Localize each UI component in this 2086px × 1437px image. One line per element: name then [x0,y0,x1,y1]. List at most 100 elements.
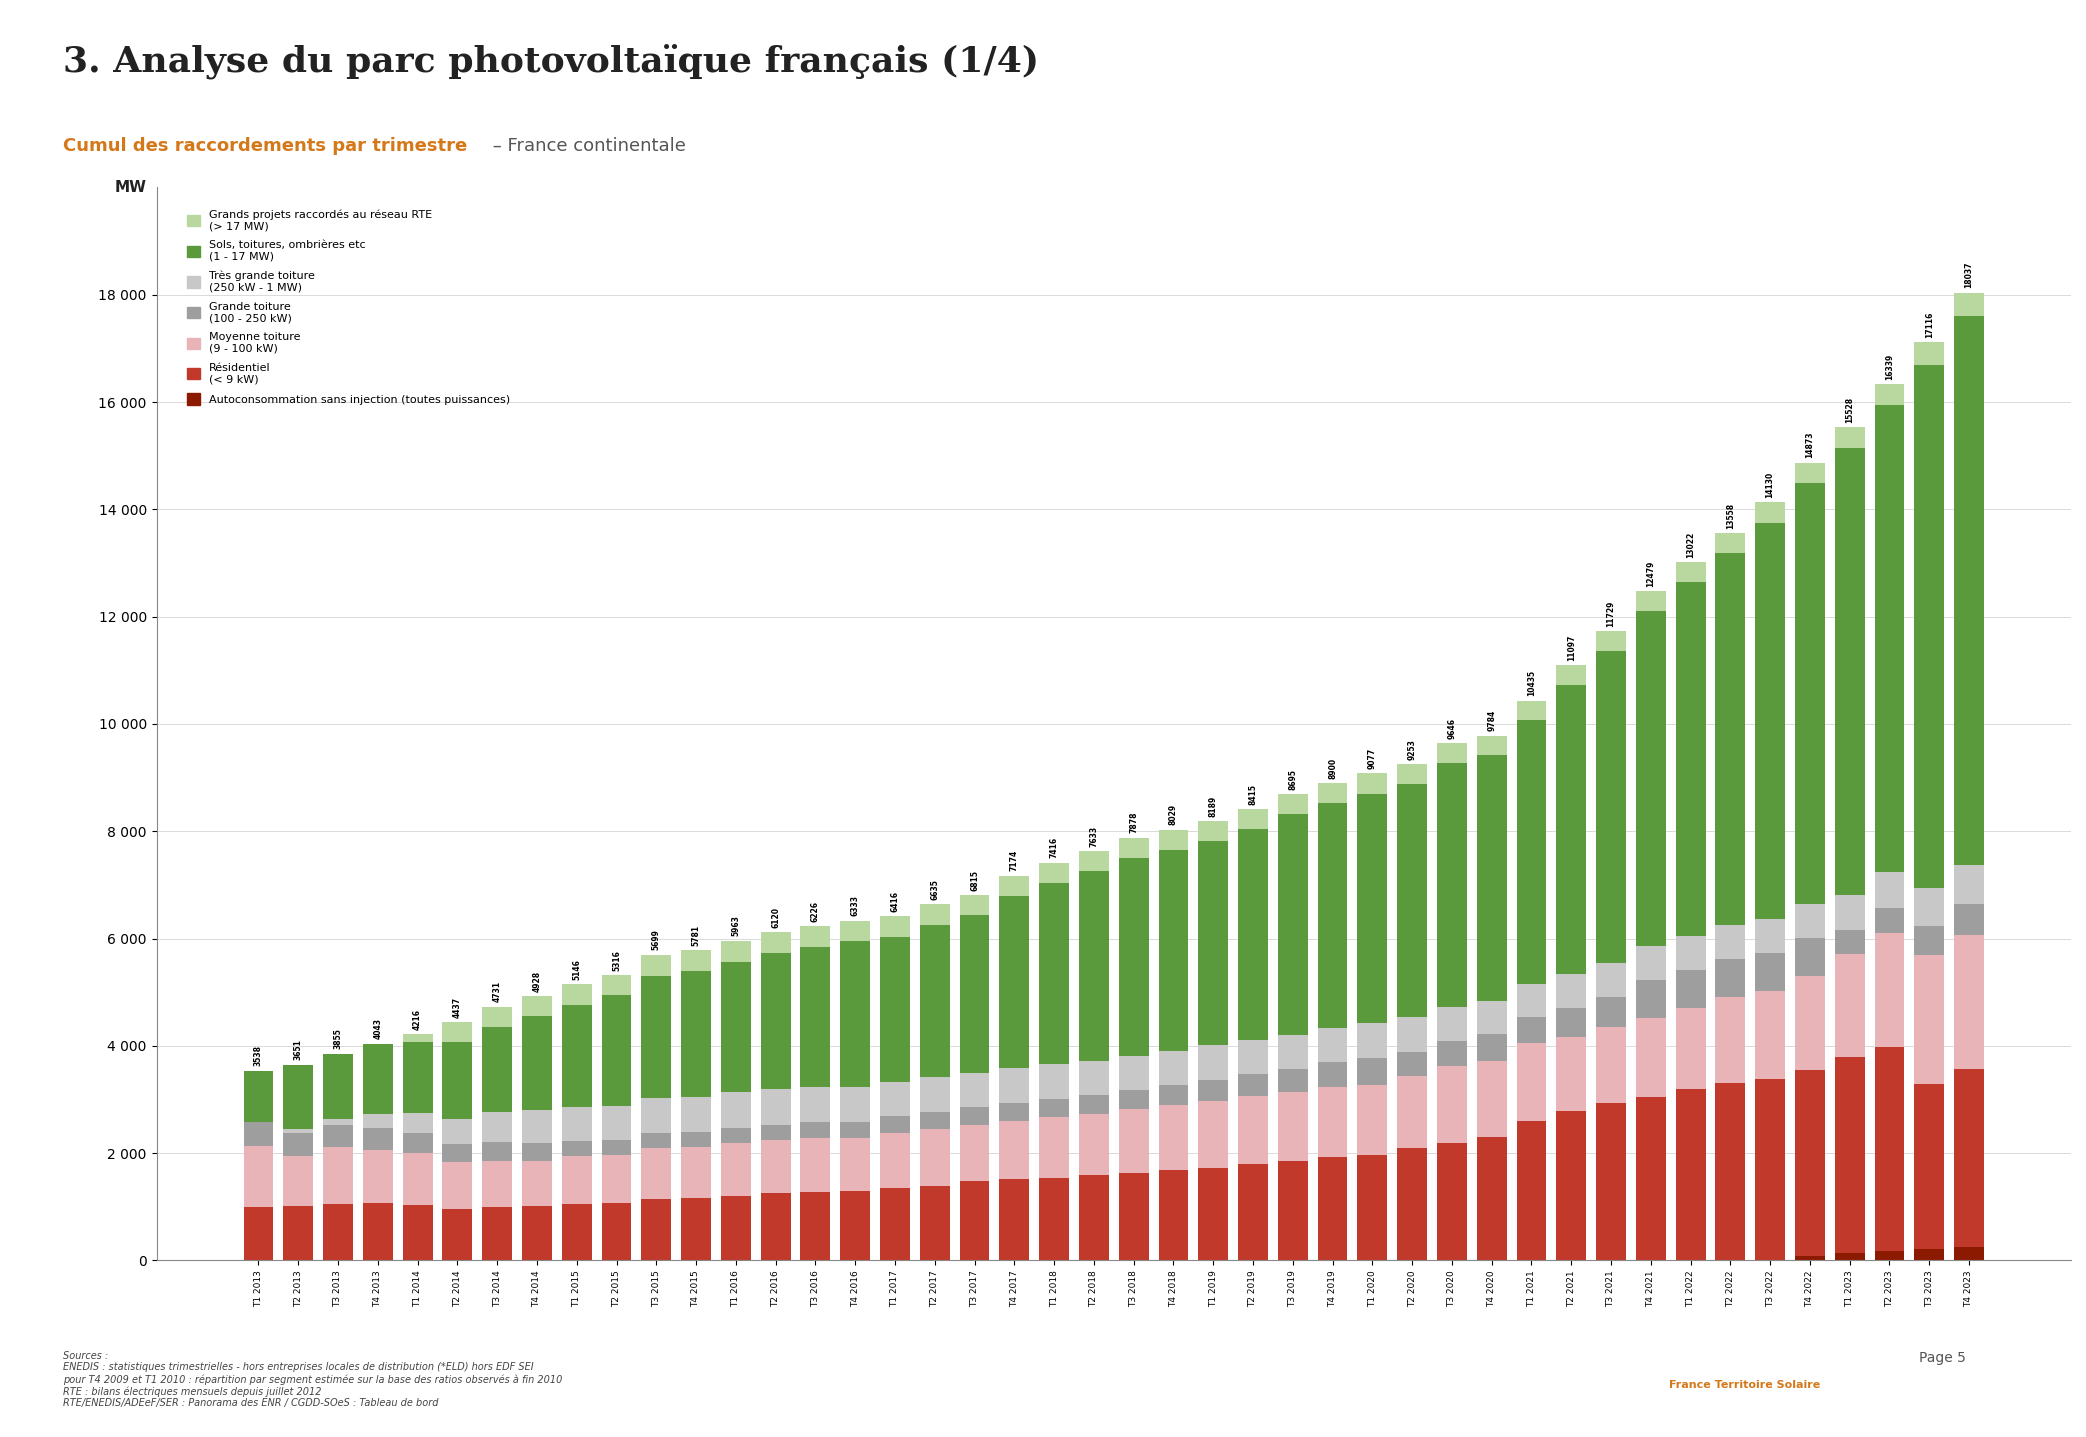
Text: 8900: 8900 [1329,757,1337,779]
Bar [1039,1065,1068,1099]
Bar [640,1098,672,1134]
Bar [640,1148,672,1200]
Text: 7416: 7416 [1049,838,1058,858]
Bar [601,1106,632,1140]
Bar [1039,1177,1068,1260]
Bar [1955,1247,1984,1260]
Bar [1796,483,1825,904]
Bar [1477,1035,1506,1061]
Bar [1477,1061,1506,1137]
Legend: Grands projets raccordés au réseau RTE
(> 17 MW), Sols, toitures, ombrières etc
: Grands projets raccordés au réseau RTE (… [181,204,515,410]
Bar [1955,904,1984,935]
Bar [323,1125,353,1147]
Bar [244,1071,273,1122]
Bar [1796,1256,1825,1260]
Bar [761,1194,791,1260]
Bar [1754,523,1786,918]
Text: 14130: 14130 [1765,471,1775,499]
Bar [801,947,830,1088]
Bar [880,937,909,1082]
Bar [1039,1117,1068,1177]
Bar [1836,895,1865,930]
Bar [1279,795,1308,815]
Text: 3. Analyse du parc photovoltaïque français (1/4): 3. Analyse du parc photovoltaïque frança… [63,43,1039,79]
Text: 17116: 17116 [1925,312,1934,338]
Bar [999,1102,1028,1121]
Bar [841,1088,870,1122]
Bar [1118,838,1149,858]
Bar [1875,384,1905,405]
Bar [482,1112,511,1142]
Text: France Territoire Solaire: France Territoire Solaire [1669,1380,1821,1390]
Bar [999,1068,1028,1102]
Bar [1279,1092,1308,1161]
Bar [1635,947,1667,980]
Bar [284,1065,313,1129]
Bar [640,954,672,976]
Bar [1596,997,1625,1027]
Bar [920,925,949,1078]
Bar [1675,1089,1706,1260]
Text: 4216: 4216 [413,1009,421,1030]
Bar [722,1196,751,1260]
Bar [1715,533,1746,553]
Bar [682,971,711,1096]
Text: 14873: 14873 [1806,431,1815,458]
Bar [1279,1161,1308,1260]
Bar [841,921,870,941]
Text: 8695: 8695 [1289,769,1297,790]
Bar [482,1027,511,1112]
Bar [1477,756,1506,1002]
Bar [1039,862,1068,882]
Bar [601,1203,632,1260]
Bar [363,1203,392,1260]
Bar [960,1108,989,1125]
Bar [1715,958,1746,997]
Bar [1197,1079,1229,1101]
Bar [482,1142,511,1161]
Bar [841,941,870,1088]
Bar [1437,743,1466,763]
Bar [880,1188,909,1260]
Bar [1836,954,1865,1058]
Bar [323,1119,353,1125]
Bar [1358,1058,1387,1085]
Bar [1955,1069,1984,1247]
Text: 13558: 13558 [1725,503,1736,529]
Text: 10435: 10435 [1527,670,1535,697]
Bar [880,1132,909,1188]
Bar [1556,1111,1585,1260]
Bar [1875,1252,1905,1260]
Bar [920,1078,949,1112]
Text: 11097: 11097 [1567,634,1575,661]
Bar [801,1138,830,1193]
Bar [442,1022,471,1042]
Bar [1796,976,1825,1069]
Bar [244,1207,273,1260]
Bar [1836,1253,1865,1260]
Bar [403,1206,432,1260]
Bar [403,1154,432,1206]
Bar [1915,342,1944,365]
Bar [1158,1050,1189,1085]
Bar [1517,720,1546,984]
Bar [323,1147,353,1204]
Text: Page 5: Page 5 [1919,1351,1965,1365]
Bar [1596,631,1625,651]
Bar [1158,1105,1189,1170]
Bar [682,1132,711,1147]
Bar [1754,503,1786,523]
Bar [1836,1058,1865,1253]
Text: 5146: 5146 [572,958,582,980]
Bar [561,1204,592,1260]
Bar [1915,927,1944,956]
Bar [1517,1043,1546,1121]
Bar [1596,963,1625,997]
Bar [1398,1052,1427,1076]
Bar [323,1204,353,1260]
Bar [880,917,909,937]
Bar [601,1140,632,1155]
Bar [1635,591,1667,611]
Bar [1596,1102,1625,1260]
Bar [1517,984,1546,1017]
